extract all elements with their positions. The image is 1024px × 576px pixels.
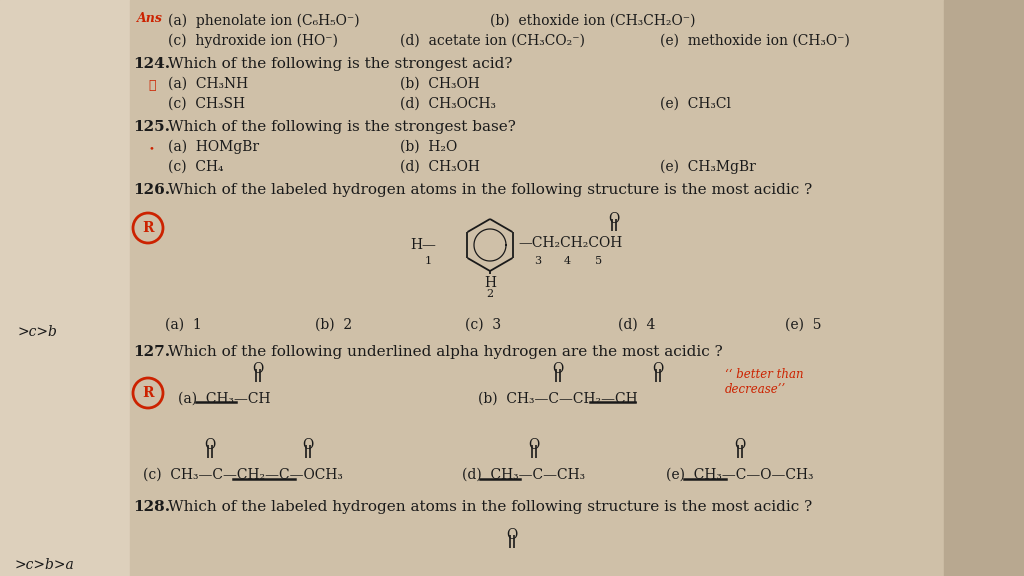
Text: R: R <box>142 221 154 235</box>
Text: (d)  4: (d) 4 <box>618 318 655 332</box>
Text: (e)  methoxide ion (CH₃O⁻): (e) methoxide ion (CH₃O⁻) <box>660 34 850 48</box>
Text: 126.: 126. <box>133 183 170 197</box>
Text: Ans: Ans <box>137 12 163 25</box>
Text: (d)  CH₃—C—CH₃: (d) CH₃—C—CH₃ <box>462 468 585 482</box>
Text: 127.: 127. <box>133 345 170 359</box>
Text: (d)  acetate ion (CH₃CO₂⁻): (d) acetate ion (CH₃CO₂⁻) <box>400 34 585 48</box>
Text: H—: H— <box>411 238 436 252</box>
Text: >c>b>a: >c>b>a <box>15 558 75 572</box>
Text: Which of the labeled hydrogen atoms in the following structure is the most acidi: Which of the labeled hydrogen atoms in t… <box>168 183 812 197</box>
Text: (b)  CH₃OH: (b) CH₃OH <box>400 77 480 91</box>
Text: (b)  H₂O: (b) H₂O <box>400 140 458 154</box>
Text: (b)  CH₃—C—CH₂—CH: (b) CH₃—C—CH₂—CH <box>478 392 638 406</box>
Text: 128.: 128. <box>133 500 170 514</box>
Text: (e)  CH₃Cl: (e) CH₃Cl <box>660 97 731 111</box>
Text: (b)  2: (b) 2 <box>315 318 352 332</box>
Text: (a)  HOMgBr: (a) HOMgBr <box>168 140 259 154</box>
Text: O: O <box>205 438 216 452</box>
Text: (c)  hydroxide ion (HO⁻): (c) hydroxide ion (HO⁻) <box>168 34 338 48</box>
Text: (a)  CH₃—CH: (a) CH₃—CH <box>178 392 270 406</box>
Text: (e)  5: (e) 5 <box>785 318 821 332</box>
Text: (d)  CH₃OCH₃: (d) CH₃OCH₃ <box>400 97 496 111</box>
Text: >c>b: >c>b <box>18 325 58 339</box>
Text: (b)  ethoxide ion (CH₃CH₂O⁻): (b) ethoxide ion (CH₃CH₂O⁻) <box>490 14 695 28</box>
Text: 5: 5 <box>595 256 602 266</box>
Text: —CH₂CH₂COH: —CH₂CH₂COH <box>518 236 623 250</box>
Text: (d)  CH₃OH: (d) CH₃OH <box>400 160 480 174</box>
Text: (a)  phenolate ion (C₆H₅O⁻): (a) phenolate ion (C₆H₅O⁻) <box>168 14 359 28</box>
Text: 2: 2 <box>486 289 494 299</box>
Text: O: O <box>302 438 313 452</box>
Text: (c)  CH₃—C—CH₂—C—OCH₃: (c) CH₃—C—CH₂—C—OCH₃ <box>143 468 343 482</box>
Text: (c)  CH₄: (c) CH₄ <box>168 160 223 174</box>
Text: 4: 4 <box>564 256 571 266</box>
Bar <box>130 0 944 576</box>
Text: (a)  1: (a) 1 <box>165 318 202 332</box>
Text: H: H <box>484 276 496 290</box>
Text: O: O <box>734 438 745 452</box>
Text: (e)  CH₃—C—O—CH₃: (e) CH₃—C—O—CH₃ <box>666 468 813 482</box>
Text: Which of the following underlined alpha hydrogen are the most acidic ?: Which of the following underlined alpha … <box>168 345 723 359</box>
Text: Which of the labeled hydrogen atoms in the following structure is the most acidi: Which of the labeled hydrogen atoms in t… <box>168 500 812 514</box>
Text: Which of the following is the strongest acid?: Which of the following is the strongest … <box>168 57 512 71</box>
Text: O: O <box>528 438 540 452</box>
Bar <box>944 0 1024 576</box>
Bar <box>0 0 130 576</box>
Text: O: O <box>652 362 664 376</box>
Text: Which of the following is the strongest base?: Which of the following is the strongest … <box>168 120 516 134</box>
Text: O: O <box>552 362 563 376</box>
Text: 125.: 125. <box>133 120 170 134</box>
Text: 1: 1 <box>425 256 432 266</box>
Text: decrease’’: decrease’’ <box>725 383 786 396</box>
Text: (a)  CH₃NH: (a) CH₃NH <box>168 77 248 91</box>
Text: (e)  CH₃MgBr: (e) CH₃MgBr <box>660 160 756 175</box>
Text: •: • <box>148 144 154 153</box>
Text: O: O <box>507 528 517 542</box>
Text: R: R <box>142 386 154 400</box>
Text: ✓: ✓ <box>148 79 156 92</box>
Text: O: O <box>608 212 620 226</box>
Text: (c)  CH₃SH: (c) CH₃SH <box>168 97 245 111</box>
Text: (c)  3: (c) 3 <box>465 318 501 332</box>
Text: 124.: 124. <box>133 57 170 71</box>
Text: 3: 3 <box>534 256 541 266</box>
Text: O: O <box>252 362 263 376</box>
Text: ‘‘ better than: ‘‘ better than <box>725 368 804 381</box>
